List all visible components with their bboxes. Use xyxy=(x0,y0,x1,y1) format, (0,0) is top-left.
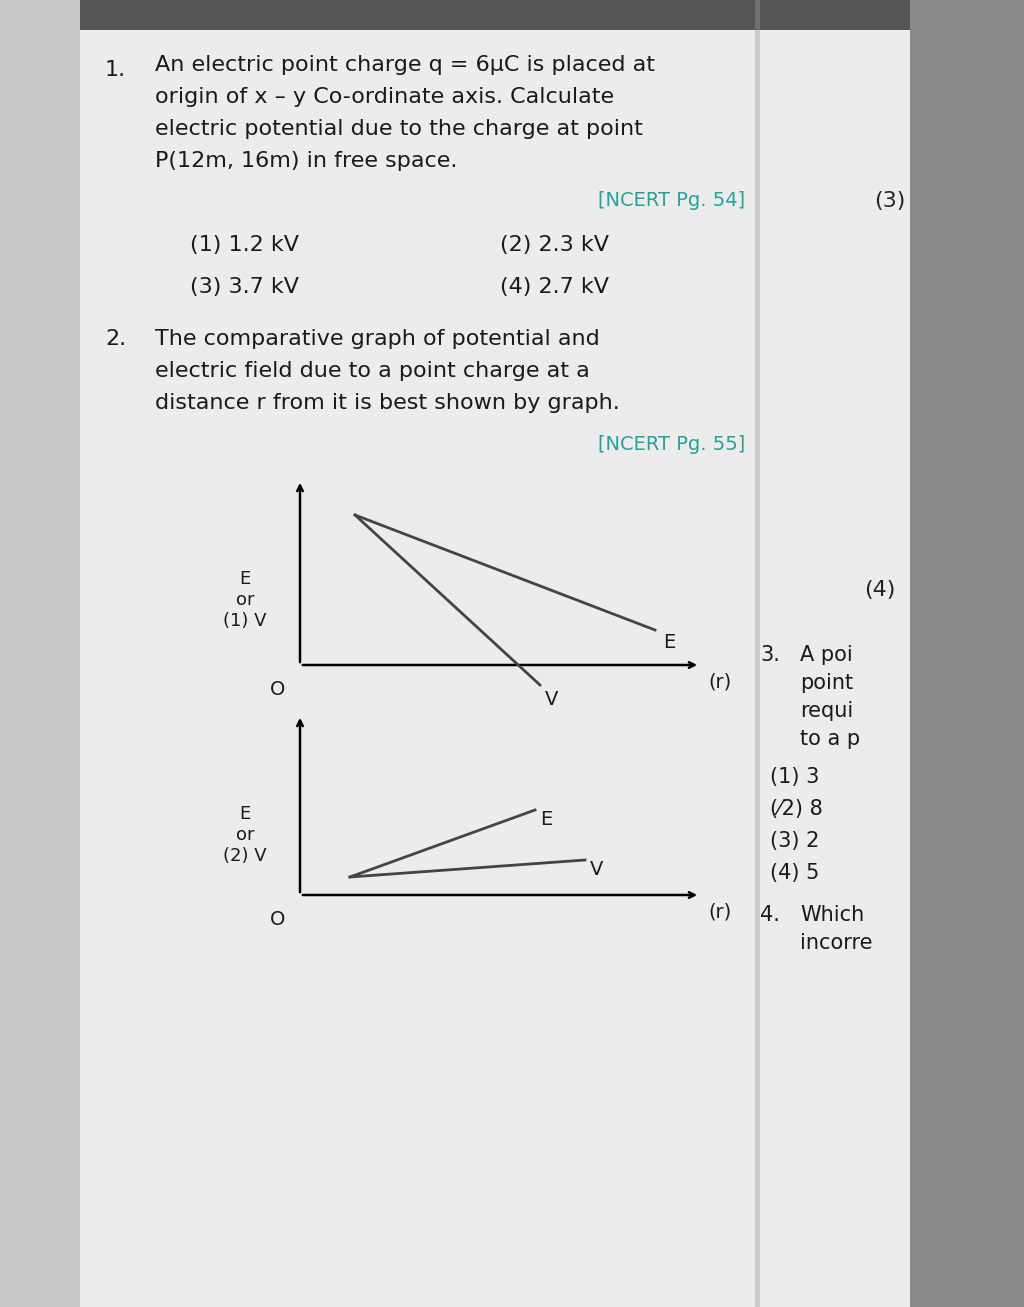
Text: (4) 5: (4) 5 xyxy=(770,863,819,884)
Text: V: V xyxy=(545,690,558,708)
Text: An electric point charge q = 6μC is placed at: An electric point charge q = 6μC is plac… xyxy=(155,55,655,74)
Text: A poi: A poi xyxy=(800,644,853,665)
Text: (2) 2.3 kV: (2) 2.3 kV xyxy=(500,235,609,255)
Bar xyxy=(80,0,910,1307)
Bar xyxy=(755,0,760,1307)
Text: O: O xyxy=(269,910,285,929)
Text: E
or
(2) V: E or (2) V xyxy=(223,805,267,865)
Text: (1) 1.2 kV: (1) 1.2 kV xyxy=(190,235,299,255)
Text: Which: Which xyxy=(800,904,864,925)
Text: [NCERT Pg. 55]: [NCERT Pg. 55] xyxy=(598,435,745,454)
Text: (4): (4) xyxy=(863,580,895,600)
Text: P(12m, 16m) in free space.: P(12m, 16m) in free space. xyxy=(155,152,458,171)
Text: point: point xyxy=(800,673,853,693)
Text: distance r from it is best shown by graph.: distance r from it is best shown by grap… xyxy=(155,393,620,413)
Text: electric potential due to the charge at point: electric potential due to the charge at … xyxy=(155,119,643,139)
Text: [NCERT Pg. 54]: [NCERT Pg. 54] xyxy=(598,191,745,210)
Text: O: O xyxy=(269,680,285,699)
Text: E: E xyxy=(540,810,552,829)
Text: (3) 3.7 kV: (3) 3.7 kV xyxy=(190,277,299,297)
Text: The comparative graph of potential and: The comparative graph of potential and xyxy=(155,329,600,349)
Text: 3.: 3. xyxy=(760,644,780,665)
Text: incorre: incorre xyxy=(800,933,872,953)
Text: (4) 2.7 kV: (4) 2.7 kV xyxy=(500,277,609,297)
Text: (3) 2: (3) 2 xyxy=(770,831,819,851)
Text: to a p: to a p xyxy=(800,729,860,749)
Text: (1) 3: (1) 3 xyxy=(770,767,819,787)
Text: (3): (3) xyxy=(873,191,905,210)
Text: (r): (r) xyxy=(708,673,731,691)
Text: 4.: 4. xyxy=(760,904,780,925)
Text: requi: requi xyxy=(800,701,853,721)
Text: (r): (r) xyxy=(708,903,731,921)
Text: E
or
(1) V: E or (1) V xyxy=(223,570,266,630)
Bar xyxy=(910,0,1024,1307)
Text: origin of x – y Co-ordinate axis. Calculate: origin of x – y Co-ordinate axis. Calcul… xyxy=(155,88,614,107)
Text: (⁄2) 8: (⁄2) 8 xyxy=(770,799,822,819)
Text: electric field due to a point charge at a: electric field due to a point charge at … xyxy=(155,361,590,382)
Text: E: E xyxy=(663,633,675,652)
Bar xyxy=(80,0,910,30)
Text: V: V xyxy=(590,860,603,880)
Text: 2.: 2. xyxy=(105,329,126,349)
Text: 1.: 1. xyxy=(105,60,126,80)
